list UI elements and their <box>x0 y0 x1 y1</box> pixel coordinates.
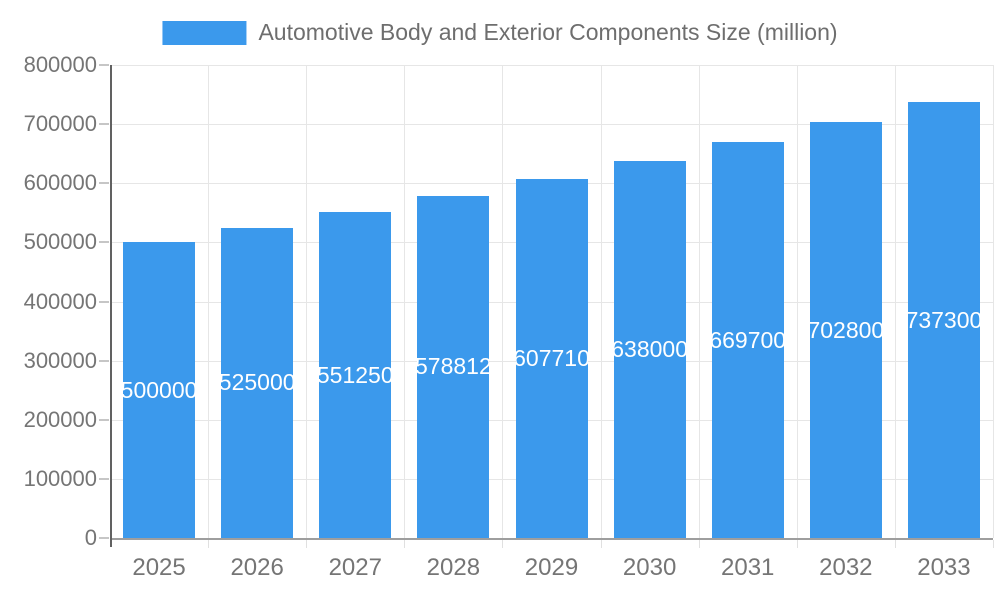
bar-value-label: 500000 <box>123 376 196 403</box>
y-axis-tick <box>99 300 109 303</box>
gridline-vertical <box>993 65 994 538</box>
bar-2028: 578812 <box>417 195 490 538</box>
x-axis-category-label: 2033 <box>917 554 971 581</box>
gridline-horizontal <box>110 124 993 126</box>
y-axis-tick <box>99 477 109 480</box>
x-axis-tick <box>208 540 210 548</box>
x-axis-tick <box>993 540 994 548</box>
y-axis-tick-label: 200000 <box>23 406 97 432</box>
bar-value-label: 702800 <box>809 316 882 343</box>
bar-2029: 607710 <box>515 178 588 538</box>
y-axis-tick <box>99 123 109 126</box>
x-axis-category-label: 2025 <box>132 554 186 581</box>
y-axis-tick <box>99 64 109 66</box>
gridline-vertical <box>796 65 798 538</box>
bar-value-label: 525000 <box>221 369 294 396</box>
x-axis-tick <box>404 540 406 548</box>
y-axis-tick <box>99 241 109 244</box>
y-axis-tick <box>99 537 109 539</box>
x-axis-tick <box>600 540 602 548</box>
x-axis-category-label: 2031 <box>721 554 775 581</box>
gridline-vertical <box>306 65 308 538</box>
legend-label: Automotive Body and Exterior Components … <box>258 19 838 45</box>
x-axis-line <box>110 538 993 540</box>
x-axis-category-label: 2030 <box>622 554 677 581</box>
x-axis-category-label: 2032 <box>819 554 873 581</box>
legend-swatch <box>162 20 247 45</box>
x-axis-tick <box>796 540 798 548</box>
y-axis-tick-label: 600000 <box>23 170 97 196</box>
bar-value-label: 737300 <box>907 306 980 333</box>
y-axis-tick-label: 800000 <box>23 52 97 77</box>
bar-2033: 737300 <box>907 102 980 538</box>
y-axis-tick-label: 0 <box>84 525 97 550</box>
bar-2026: 525000 <box>221 227 294 538</box>
y-axis-tick-label: 700000 <box>23 111 97 137</box>
y-axis-tick <box>99 418 109 421</box>
gridline-vertical <box>502 65 504 538</box>
x-axis-tick <box>894 540 896 548</box>
y-axis-line <box>110 65 112 547</box>
y-axis-tick-label: 400000 <box>23 288 97 314</box>
x-axis-category-label: 2026 <box>230 554 284 581</box>
gridline-vertical <box>208 65 210 538</box>
bar-2031: 669700 <box>711 142 784 538</box>
bar-value-label: 669700 <box>711 326 784 353</box>
gridline-vertical <box>404 65 406 538</box>
bar-value-label: 638000 <box>613 335 686 362</box>
x-axis-category-label: 2029 <box>524 554 579 581</box>
y-axis-tick-label: 100000 <box>23 465 97 491</box>
x-axis-category-label: 2027 <box>328 554 382 581</box>
bar-2027: 551250 <box>319 212 392 538</box>
gridline-vertical <box>698 65 700 538</box>
bar-2025: 500000 <box>123 242 196 538</box>
bar-value-label: 578812 <box>417 353 490 380</box>
bar-2032: 702800 <box>809 122 882 538</box>
y-axis-tick <box>99 359 109 362</box>
legend: Automotive Body and Exterior Components … <box>162 19 838 46</box>
bar-2030: 638000 <box>613 160 686 538</box>
bar-value-label: 607710 <box>515 344 588 371</box>
x-axis-tick <box>502 540 504 548</box>
bar-value-label: 551250 <box>319 361 392 388</box>
y-axis-tick-label: 300000 <box>23 347 97 373</box>
y-axis-tick <box>99 182 109 185</box>
gridline-vertical <box>894 65 896 538</box>
x-axis-tick <box>306 540 308 548</box>
x-axis-category-label: 2028 <box>426 554 481 581</box>
y-axis-tick-label: 500000 <box>23 229 97 255</box>
gridline-horizontal <box>110 65 993 66</box>
x-axis-tick <box>698 540 700 548</box>
gridline-vertical <box>600 65 602 538</box>
